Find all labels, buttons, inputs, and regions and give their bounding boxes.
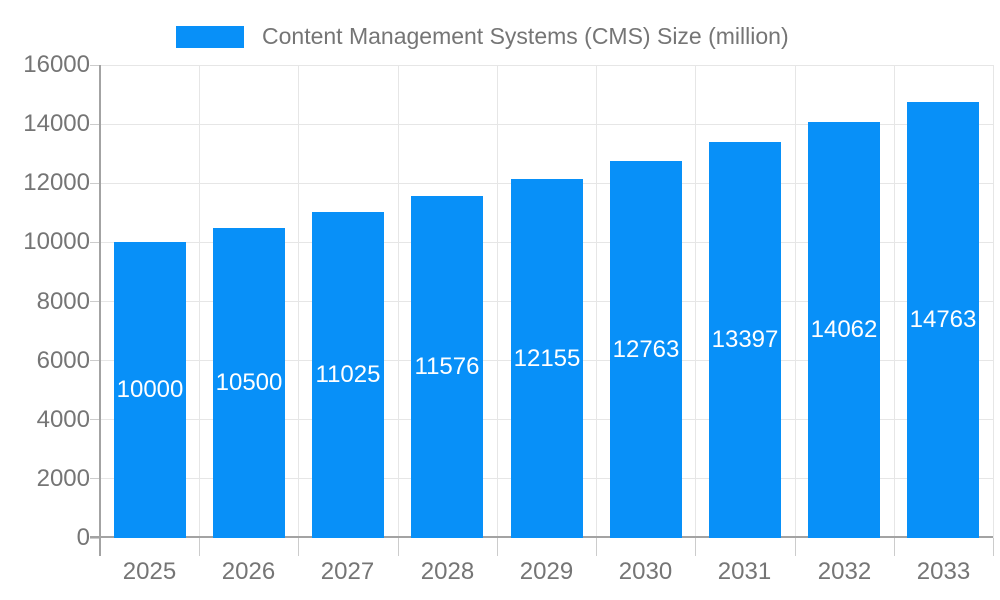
x-axis-label-2028: 2028 <box>420 558 475 585</box>
y-axis-tick <box>90 478 100 480</box>
y-axis-label-2000: 2000 <box>36 464 90 492</box>
bar-value-label: 14062 <box>810 316 878 343</box>
x-axis-label-2030: 2030 <box>618 558 673 585</box>
y-axis-label-4000: 4000 <box>36 405 90 433</box>
bar-2028[interactable]: 11576 <box>411 196 483 538</box>
legend-swatch <box>176 25 244 48</box>
x-axis-tick <box>993 538 994 556</box>
bar-value-label: 12763 <box>612 335 680 363</box>
bar-2025[interactable]: 10000 <box>114 242 186 538</box>
bar-value-label: 11025 <box>315 361 381 388</box>
y-axis-tick <box>90 301 100 302</box>
bar-value-label: 10500 <box>215 369 283 396</box>
y-axis-tick <box>90 360 100 362</box>
x-axis-label-2029: 2029 <box>519 558 574 585</box>
bar-value-label: 13397 <box>711 326 779 353</box>
bar-2033[interactable]: 14763 <box>907 102 979 538</box>
bar-value-label: 10000 <box>116 376 184 403</box>
y-axis-label-8000: 8000 <box>36 287 90 315</box>
x-axis-label-2032: 2032 <box>817 558 872 585</box>
gridline-v <box>993 65 994 538</box>
bar-2032[interactable]: 14062 <box>808 122 880 538</box>
bar-2026[interactable]: 10500 <box>213 228 285 538</box>
y-axis-label-14000: 14000 <box>23 110 90 138</box>
legend-item[interactable]: Content Management Systems (CMS) Size (m… <box>176 23 789 50</box>
y-axis-label-16000: 16000 <box>23 51 90 78</box>
y-axis-tick <box>90 241 100 243</box>
bar-value-label: 14763 <box>909 306 977 333</box>
y-axis-tick <box>90 64 100 66</box>
x-axis-tick <box>695 538 696 556</box>
gridline-v <box>497 65 498 538</box>
plot-area: 10000 10500 11025 11576 12155 12763 13397 14062… <box>23 51 994 585</box>
gridline-v <box>199 65 200 538</box>
y-axis-label-6000: 6000 <box>36 346 90 374</box>
gridline-v <box>596 65 597 538</box>
gridline-v <box>894 65 895 538</box>
x-axis-label-2027: 2027 <box>320 558 375 585</box>
x-axis-label-2026: 2026 <box>221 558 276 585</box>
gridline-h-16000 <box>100 64 993 66</box>
gridline-v <box>695 65 696 538</box>
y-axis-tick <box>90 182 100 184</box>
x-axis-tick <box>596 538 597 556</box>
gridline-v <box>398 65 399 538</box>
legend-label: Content Management Systems (CMS) Size (m… <box>262 23 789 49</box>
bar-value-label: 11576 <box>414 353 480 380</box>
bar-2030[interactable]: 12763 <box>610 161 682 538</box>
x-axis-tick <box>795 538 796 556</box>
bar-2031[interactable]: 13397 <box>709 142 781 538</box>
x-axis-label-2033: 2033 <box>916 558 971 585</box>
gridline-v <box>298 65 299 538</box>
x-axis-tick <box>497 538 498 556</box>
y-axis-tick <box>90 537 100 539</box>
x-axis-label-2031: 2031 <box>717 558 772 585</box>
y-axis-label-12000: 12000 <box>23 169 90 197</box>
x-axis-tick <box>398 538 399 556</box>
bar-2029[interactable]: 12155 <box>511 179 583 538</box>
bar-2027[interactable]: 11025 <box>312 212 384 538</box>
y-axis-label-0: 0 <box>76 524 90 551</box>
bar-value-label: 12155 <box>513 344 581 372</box>
gridline-v <box>795 65 796 538</box>
y-axis-line <box>99 65 101 556</box>
x-axis-tick <box>298 538 299 556</box>
y-axis-label-10000: 10000 <box>23 228 90 256</box>
x-axis-label-2025: 2025 <box>122 558 177 585</box>
x-axis-tick <box>894 538 895 556</box>
y-axis-tick <box>90 123 100 125</box>
gridline-h-14000 <box>100 123 993 125</box>
x-axis-tick <box>199 538 200 556</box>
y-axis-tick <box>90 419 100 421</box>
